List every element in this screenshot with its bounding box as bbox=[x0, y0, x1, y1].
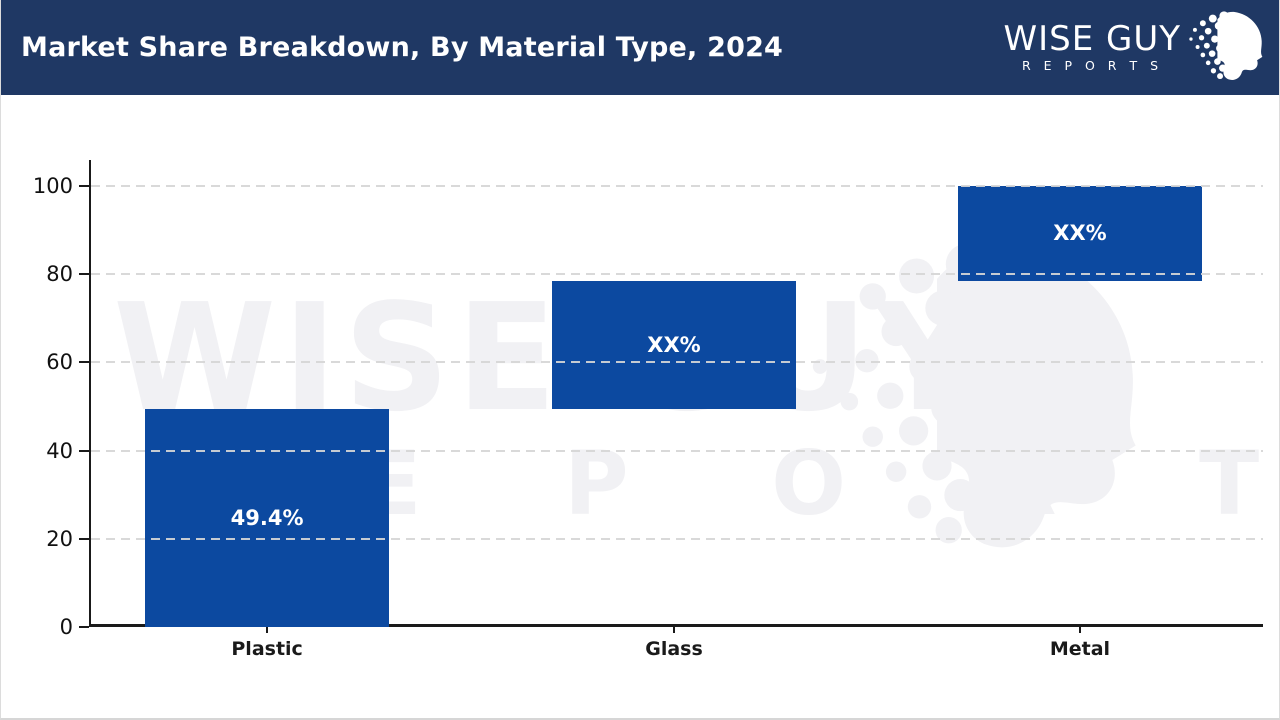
bar-value-label-glass: XX% bbox=[647, 332, 701, 357]
y-tick-label-20: 20 bbox=[46, 526, 73, 551]
wiseguy-logo: WISE GUY R E P O R T S bbox=[1003, 10, 1269, 86]
chart-title: Market Share Breakdown, By Material Type… bbox=[21, 32, 784, 63]
bar-value-label-metal: XX% bbox=[1053, 221, 1107, 246]
logo-subtext: R E P O R T S bbox=[1021, 58, 1163, 74]
bar-glass bbox=[552, 280, 796, 410]
gridline-20 bbox=[91, 537, 1263, 540]
y-tick-mark-80 bbox=[79, 273, 89, 276]
bar-plastic bbox=[145, 409, 390, 627]
x-tick-label-metal: Metal bbox=[1049, 638, 1111, 660]
x-tick-mark-plastic bbox=[266, 624, 269, 633]
y-tick-mark-100 bbox=[79, 185, 89, 188]
y-tick-mark-40 bbox=[79, 449, 89, 452]
x-tick-label-plastic: Plastic bbox=[231, 638, 303, 660]
x-tick-mark-metal bbox=[1078, 624, 1081, 633]
logo-wordmark: WISE GUY bbox=[1003, 19, 1181, 60]
x-tick-label-glass: Glass bbox=[645, 638, 703, 660]
y-tick-label-80: 80 bbox=[46, 262, 73, 287]
y-tick-label-0: 0 bbox=[59, 615, 73, 639]
gridline-60 bbox=[91, 361, 1263, 364]
y-tick-label-100: 100 bbox=[32, 174, 73, 199]
y-tick-mark-60 bbox=[79, 361, 89, 364]
wiseguy-head-icon bbox=[1189, 10, 1263, 80]
bar-value-label-plastic: 49.4% bbox=[230, 506, 304, 531]
y-tick-label-60: 60 bbox=[46, 350, 73, 375]
gridline-80 bbox=[91, 273, 1263, 276]
y-tick-mark-0 bbox=[79, 626, 89, 628]
y-tick-mark-20 bbox=[79, 537, 89, 540]
header: Market Share Breakdown, By Material Type… bbox=[1, 0, 1279, 95]
x-tick-mark-glass bbox=[673, 624, 675, 633]
y-tick-label-40: 40 bbox=[46, 438, 73, 463]
plot-area: 0 20 40 60 80 100 49.4% Plastic XX% Glass XX% Metal bbox=[33, 160, 1263, 660]
logo-text: WISE GUY R E P O R T S bbox=[1003, 22, 1181, 73]
gridline-100 bbox=[91, 185, 1263, 188]
gridline-40 bbox=[91, 449, 1263, 452]
